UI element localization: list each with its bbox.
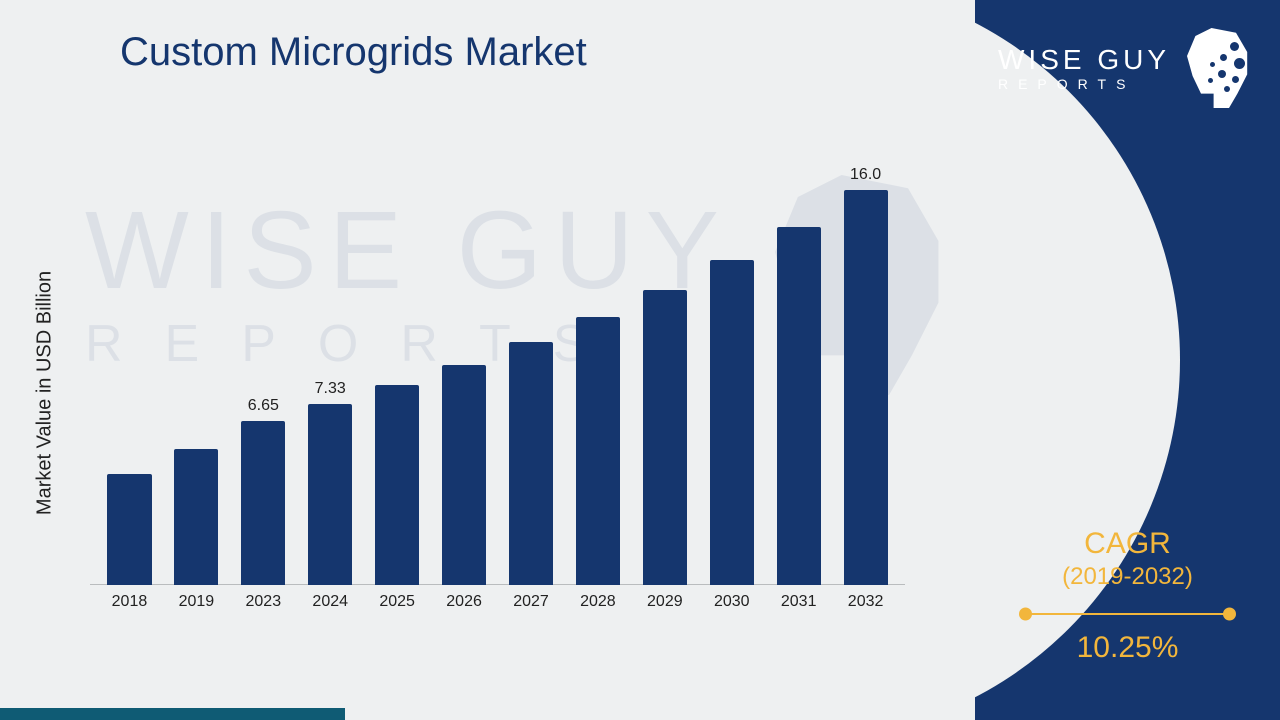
bar (442, 365, 486, 585)
chart-title: Custom Microgrids Market (120, 30, 587, 75)
bars-container: 6.65 7.33 16.0 (90, 165, 905, 585)
x-tick-label: 2025 (364, 585, 431, 620)
x-tick-label: 2028 (564, 585, 631, 620)
cagr-value: 10.25% (1005, 631, 1250, 665)
x-tick-label: 2018 (96, 585, 163, 620)
bar-slot (431, 165, 498, 585)
bar (174, 449, 218, 585)
bar (576, 317, 620, 585)
bar-slot (163, 165, 230, 585)
bar-slot: 7.33 (297, 165, 364, 585)
x-tick-label: 2030 (698, 585, 765, 620)
y-axis-label: Market Value in USD Billion (34, 270, 57, 514)
bar-slot (364, 165, 431, 585)
brand-logo: WISE GUY REPORTS (998, 28, 1250, 108)
x-tick-label: 2024 (297, 585, 364, 620)
x-tick-label: 2019 (163, 585, 230, 620)
cagr-range: (2019-2032) (1005, 563, 1250, 591)
bar (509, 342, 553, 585)
bar-slot (631, 165, 698, 585)
bar-value-label: 16.0 (850, 166, 881, 184)
x-tick-label: 2032 (832, 585, 899, 620)
bar (375, 385, 419, 585)
bar (844, 190, 888, 585)
x-tick-label: 2026 (431, 585, 498, 620)
x-tick-label: 2023 (230, 585, 297, 620)
logo-line1: WISE GUY (998, 44, 1170, 76)
plot-area: 6.65 7.33 16.0 (90, 165, 905, 585)
cagr-title: CAGR (1005, 527, 1250, 561)
x-axis-labels: 2018201920232024202520262027202820292030… (90, 585, 905, 620)
bar (710, 260, 754, 585)
bar-slot (564, 165, 631, 585)
x-tick-label: 2027 (498, 585, 565, 620)
cagr-divider (1025, 613, 1230, 615)
bar-chart: Market Value in USD Billion 6.657.3316.0… (45, 165, 905, 620)
page: Custom Microgrids Market WISE GUY REPORT… (0, 0, 1280, 720)
bar-slot (765, 165, 832, 585)
bar-slot: 6.65 (230, 165, 297, 585)
x-tick-label: 2031 (765, 585, 832, 620)
bar-value-label: 7.33 (315, 380, 346, 398)
cagr-block: CAGR (2019-2032) 10.25% (1005, 527, 1250, 665)
bar (643, 290, 687, 585)
bar (308, 404, 352, 585)
logo-head-icon (1180, 28, 1250, 108)
bar-slot (498, 165, 565, 585)
bar-slot (698, 165, 765, 585)
bar (107, 474, 151, 585)
bar (777, 227, 821, 585)
bar-slot: 16.0 (832, 165, 899, 585)
x-tick-label: 2029 (631, 585, 698, 620)
bottom-stripe (0, 708, 345, 720)
bar-slot (96, 165, 163, 585)
logo-line2: REPORTS (998, 76, 1170, 92)
bar-value-label: 6.65 (248, 397, 279, 415)
bar (241, 421, 285, 585)
